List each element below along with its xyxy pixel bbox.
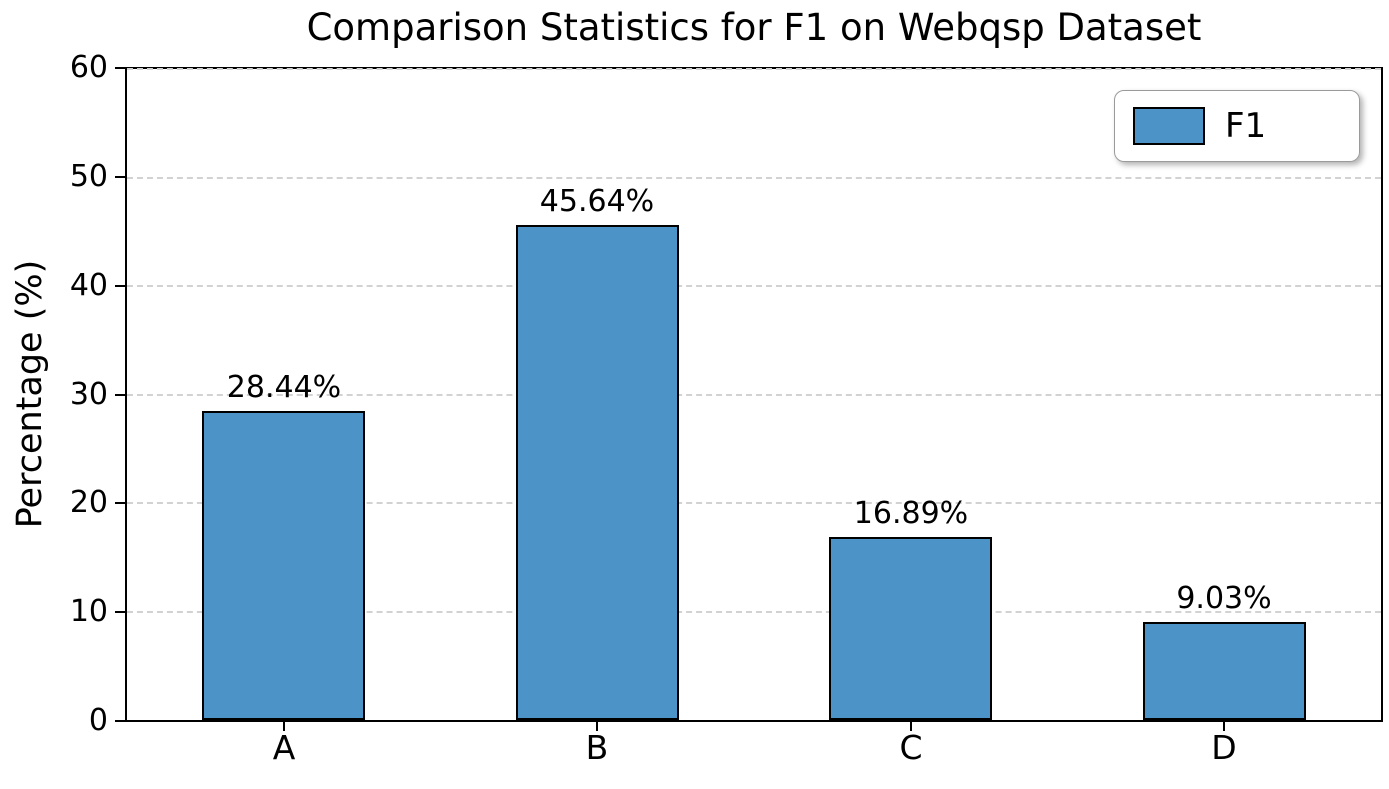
- bar-B: [516, 225, 679, 720]
- y-tick-label-0: 0: [88, 703, 108, 738]
- chart-title: Comparison Statistics for F1 on Webqsp D…: [306, 6, 1202, 49]
- gridline: [127, 393, 1381, 396]
- legend-swatch-f1: [1133, 107, 1205, 145]
- bar-C: [829, 537, 992, 720]
- x-tick-mark: [283, 722, 285, 731]
- gridline: [127, 176, 1381, 179]
- y-tick-mark: [115, 502, 125, 504]
- bar-value-label-C: 16.89%: [853, 496, 969, 531]
- y-tick-label-20: 20: [69, 485, 108, 520]
- bar-value-label-D: 9.03%: [1176, 581, 1272, 616]
- y-tick-mark: [115, 285, 125, 287]
- y-tick-label-60: 60: [69, 50, 108, 85]
- y-tick-label-30: 30: [69, 377, 108, 412]
- y-tick-mark: [115, 176, 125, 178]
- x-tick-label-C: C: [899, 728, 923, 767]
- y-tick-label-10: 10: [69, 594, 108, 629]
- y-tick-mark: [115, 67, 125, 69]
- plot-area: 28.44% 45.64% 16.89% 9.03%: [125, 67, 1383, 722]
- y-tick-mark: [115, 720, 125, 722]
- y-tick-label-40: 40: [69, 268, 108, 303]
- gridline: [127, 502, 1381, 504]
- bar-value-label-B: 45.64%: [539, 184, 655, 219]
- x-tick-label-B: B: [585, 728, 609, 767]
- x-tick-label-A: A: [272, 728, 296, 767]
- y-tick-mark: [115, 394, 125, 396]
- x-tick-mark: [596, 722, 598, 731]
- legend-label-f1: F1: [1225, 106, 1267, 146]
- gridline: [127, 285, 1381, 287]
- legend: F1: [1114, 90, 1360, 162]
- x-tick-label-D: D: [1211, 728, 1237, 767]
- bar-value-label-A: 28.44%: [226, 370, 342, 405]
- bar-D: [1143, 622, 1306, 720]
- gridline: [127, 68, 1381, 70]
- y-tick-label-50: 50: [69, 159, 108, 194]
- y-tick-mark: [115, 611, 125, 613]
- x-tick-mark: [910, 722, 912, 731]
- bar-A: [202, 411, 365, 720]
- x-tick-mark: [1223, 722, 1225, 731]
- gridline: [127, 610, 1381, 613]
